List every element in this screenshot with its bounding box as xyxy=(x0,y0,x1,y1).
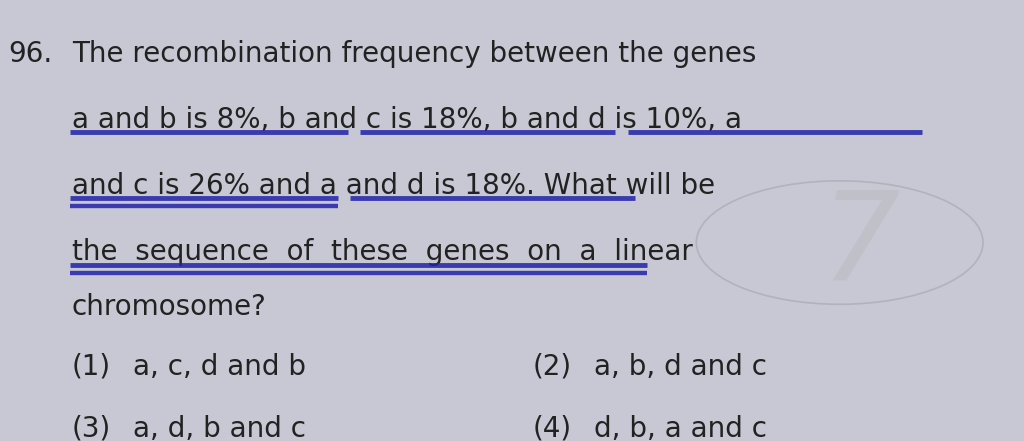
Text: 96.: 96. xyxy=(8,40,52,67)
Text: (2): (2) xyxy=(532,353,571,381)
Text: chromosome?: chromosome? xyxy=(72,293,266,321)
Text: a, d, b and c: a, d, b and c xyxy=(133,415,306,441)
Text: (3): (3) xyxy=(72,415,111,441)
Text: (1): (1) xyxy=(72,353,111,381)
Text: 7: 7 xyxy=(820,185,900,306)
Text: and c is 26% and a and d is 18%. What will be: and c is 26% and a and d is 18%. What wi… xyxy=(72,172,715,200)
Text: d, b, a and c: d, b, a and c xyxy=(594,415,767,441)
Text: a, b, d and c: a, b, d and c xyxy=(594,353,767,381)
Text: the  sequence  of  these  genes  on  a  linear: the sequence of these genes on a linear xyxy=(72,238,692,266)
Text: The recombination frequency between the genes: The recombination frequency between the … xyxy=(72,40,756,67)
Text: a and b is 8%, b and c is 18%, b and d is 10%, a: a and b is 8%, b and c is 18%, b and d i… xyxy=(72,106,741,134)
Text: (4): (4) xyxy=(532,415,571,441)
Text: a, c, d and b: a, c, d and b xyxy=(133,353,306,381)
